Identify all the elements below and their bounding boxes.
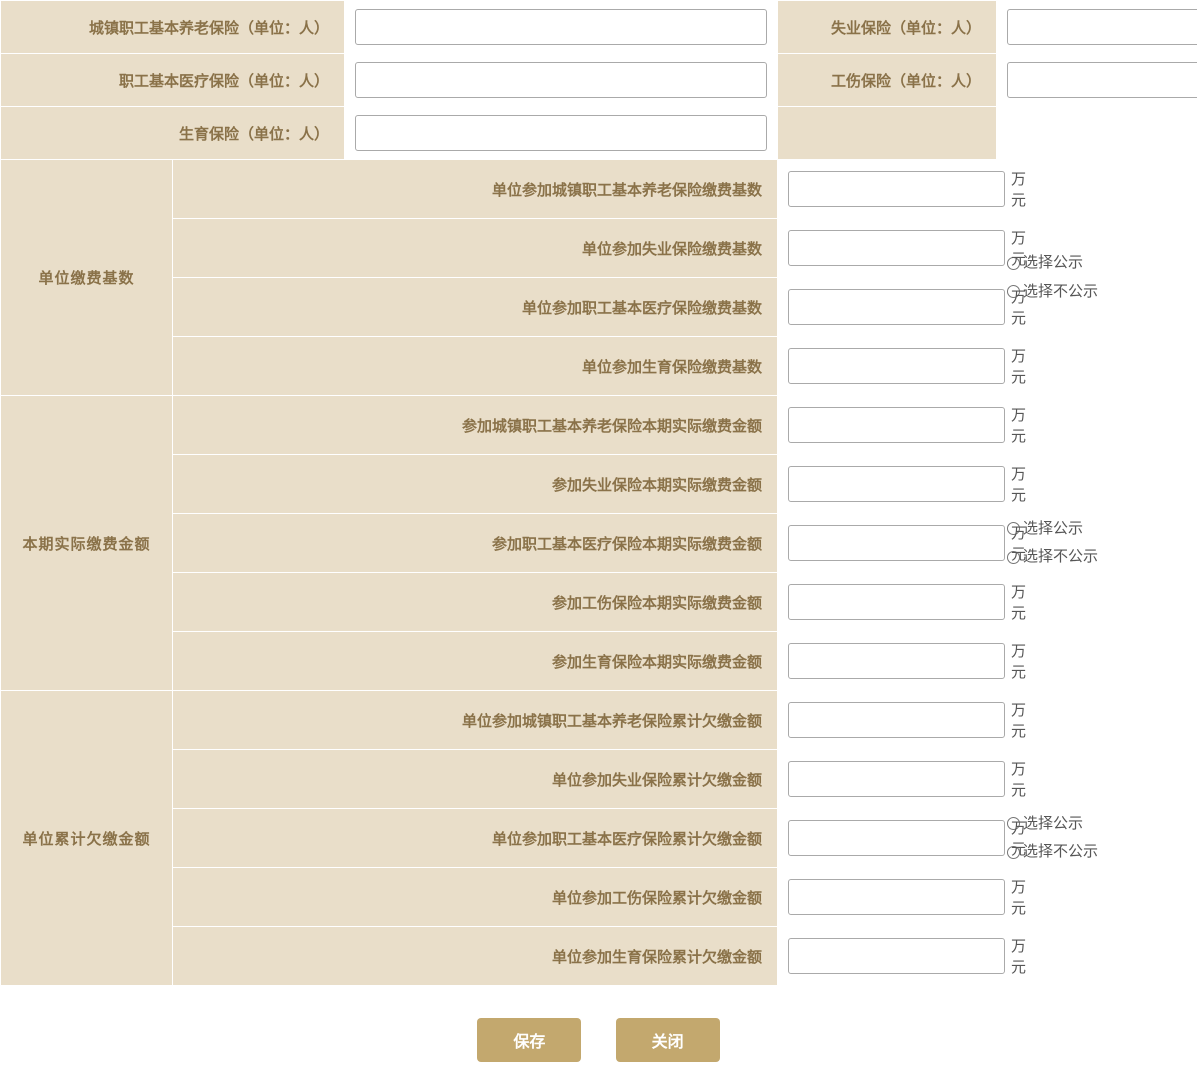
save-button[interactable]: 保存 xyxy=(477,1018,581,1062)
actual-unit-1: 万元 xyxy=(1011,463,1026,505)
arrears-item-2-input-cell: 万元 xyxy=(778,809,997,868)
arrears-item-2-label: 单位参加职工基本医疗保险累计欠缴金额 xyxy=(173,809,778,868)
base-item-1-label: 单位参加失业保险缴费基数 xyxy=(173,219,778,278)
pension-label: 城镇职工基本养老保险（单位：人） xyxy=(1,1,345,54)
button-row: 保存 关闭 xyxy=(0,1018,1197,1062)
actual-publish-label[interactable]: 选择公示 xyxy=(1007,515,1197,544)
arrears-section-header: 单位累计欠缴金额 xyxy=(1,691,173,986)
close-button[interactable]: 关闭 xyxy=(616,1018,720,1062)
actual-item-3-input-cell: 万元 xyxy=(778,573,997,632)
actual-item-2-label: 参加职工基本医疗保险本期实际缴费金额 xyxy=(173,514,778,573)
injury-input-cell xyxy=(997,54,1197,107)
actual-item-4-input[interactable] xyxy=(788,643,1005,679)
maternity-input[interactable] xyxy=(355,115,767,151)
base-item-1-input[interactable] xyxy=(788,230,1005,266)
arrears-item-1-label: 单位参加失业保险累计欠缴金额 xyxy=(173,750,778,809)
actual-unit-3: 万元 xyxy=(1011,581,1026,623)
base-radio-cell: 选择公示 选择不公示 xyxy=(997,160,1197,396)
actual-radio-cell: 选择公示 选择不公示 xyxy=(997,396,1197,691)
arrears-unit-1: 万元 xyxy=(1011,758,1026,800)
arrears-unit-3: 万元 xyxy=(1011,876,1026,918)
base-item-3-input[interactable] xyxy=(788,348,1005,384)
medical-input-cell xyxy=(345,54,778,107)
arrears-unit-2: 万元 xyxy=(1011,817,1026,859)
injury-label: 工伤保险（单位：人） xyxy=(778,54,997,107)
arrears-item-4-input[interactable] xyxy=(788,938,1005,974)
arrears-item-0-input[interactable] xyxy=(788,702,1005,738)
actual-item-2-input[interactable] xyxy=(788,525,1005,561)
insurance-form-table: 城镇职工基本养老保险（单位：人） 失业保险（单位：人） 职工基本医疗保险（单位：… xyxy=(0,0,1197,986)
unemployment-input-cell xyxy=(997,1,1197,54)
arrears-item-0-label: 单位参加城镇职工基本养老保险累计欠缴金额 xyxy=(173,691,778,750)
arrears-nopublish-label[interactable]: 选择不公示 xyxy=(1007,838,1197,867)
base-publish-label[interactable]: 选择公示 xyxy=(1007,249,1197,278)
maternity-input-cell xyxy=(345,107,778,160)
arrears-item-1-input[interactable] xyxy=(788,761,1005,797)
base-unit-2: 万元 xyxy=(1011,286,1026,328)
actual-item-3-label: 参加工伤保险本期实际缴费金额 xyxy=(173,573,778,632)
base-item-2-input-cell: 万元 xyxy=(778,278,997,337)
actual-nopublish-label[interactable]: 选择不公示 xyxy=(1007,543,1197,572)
base-item-3-input-cell: 万元 xyxy=(778,337,997,396)
arrears-item-0-input-cell: 万元 xyxy=(778,691,997,750)
base-unit-3: 万元 xyxy=(1011,345,1026,387)
maternity-label: 生育保险（单位：人） xyxy=(1,107,345,160)
actual-item-0-input[interactable] xyxy=(788,407,1005,443)
base-item-3-label: 单位参加生育保险缴费基数 xyxy=(173,337,778,396)
base-item-0-input-cell: 万元 xyxy=(778,160,997,219)
arrears-item-4-input-cell: 万元 xyxy=(778,927,997,986)
base-item-1-input-cell: 万元 xyxy=(778,219,997,278)
arrears-item-3-label: 单位参加工伤保险累计欠缴金额 xyxy=(173,868,778,927)
base-unit-0: 万元 xyxy=(1011,168,1026,210)
injury-input[interactable] xyxy=(1007,62,1197,98)
actual-item-4-label: 参加生育保险本期实际缴费金额 xyxy=(173,632,778,691)
arrears-item-3-input[interactable] xyxy=(788,879,1005,915)
arrears-item-2-input[interactable] xyxy=(788,820,1005,856)
arrears-publish-label[interactable]: 选择公示 xyxy=(1007,810,1197,839)
base-item-2-label: 单位参加职工基本医疗保险缴费基数 xyxy=(173,278,778,337)
actual-item-1-label: 参加失业保险本期实际缴费金额 xyxy=(173,455,778,514)
arrears-item-1-input-cell: 万元 xyxy=(778,750,997,809)
actual-item-1-input-cell: 万元 xyxy=(778,455,997,514)
arrears-item-4-label: 单位参加生育保险累计欠缴金额 xyxy=(173,927,778,986)
arrears-unit-4: 万元 xyxy=(1011,935,1026,977)
base-section-header: 单位缴费基数 xyxy=(1,160,173,396)
empty-input-cell xyxy=(997,107,1197,160)
unemployment-input[interactable] xyxy=(1007,9,1197,45)
arrears-item-3-input-cell: 万元 xyxy=(778,868,997,927)
arrears-unit-0: 万元 xyxy=(1011,699,1026,741)
actual-section-header: 本期实际缴费金额 xyxy=(1,396,173,691)
actual-item-0-label: 参加城镇职工基本养老保险本期实际缴费金额 xyxy=(173,396,778,455)
medical-input[interactable] xyxy=(355,62,767,98)
arrears-radio-cell: 选择公示 选择不公示 xyxy=(997,691,1197,986)
actual-unit-4: 万元 xyxy=(1011,640,1026,682)
actual-item-2-input-cell: 万元 xyxy=(778,514,997,573)
empty-label xyxy=(778,107,997,160)
unemployment-label: 失业保险（单位：人） xyxy=(778,1,997,54)
medical-label: 职工基本医疗保险（单位：人） xyxy=(1,54,345,107)
pension-input[interactable] xyxy=(355,9,767,45)
actual-item-1-input[interactable] xyxy=(788,466,1005,502)
actual-item-0-input-cell: 万元 xyxy=(778,396,997,455)
base-item-2-input[interactable] xyxy=(788,289,1005,325)
actual-unit-0: 万元 xyxy=(1011,404,1026,446)
actual-item-3-input[interactable] xyxy=(788,584,1005,620)
actual-item-4-input-cell: 万元 xyxy=(778,632,997,691)
base-unit-1: 万元 xyxy=(1011,227,1026,269)
base-nopublish-label[interactable]: 选择不公示 xyxy=(1007,278,1197,307)
base-item-0-label: 单位参加城镇职工基本养老保险缴费基数 xyxy=(173,160,778,219)
base-item-0-input[interactable] xyxy=(788,171,1005,207)
pension-input-cell xyxy=(345,1,778,54)
actual-unit-2: 万元 xyxy=(1011,522,1026,564)
